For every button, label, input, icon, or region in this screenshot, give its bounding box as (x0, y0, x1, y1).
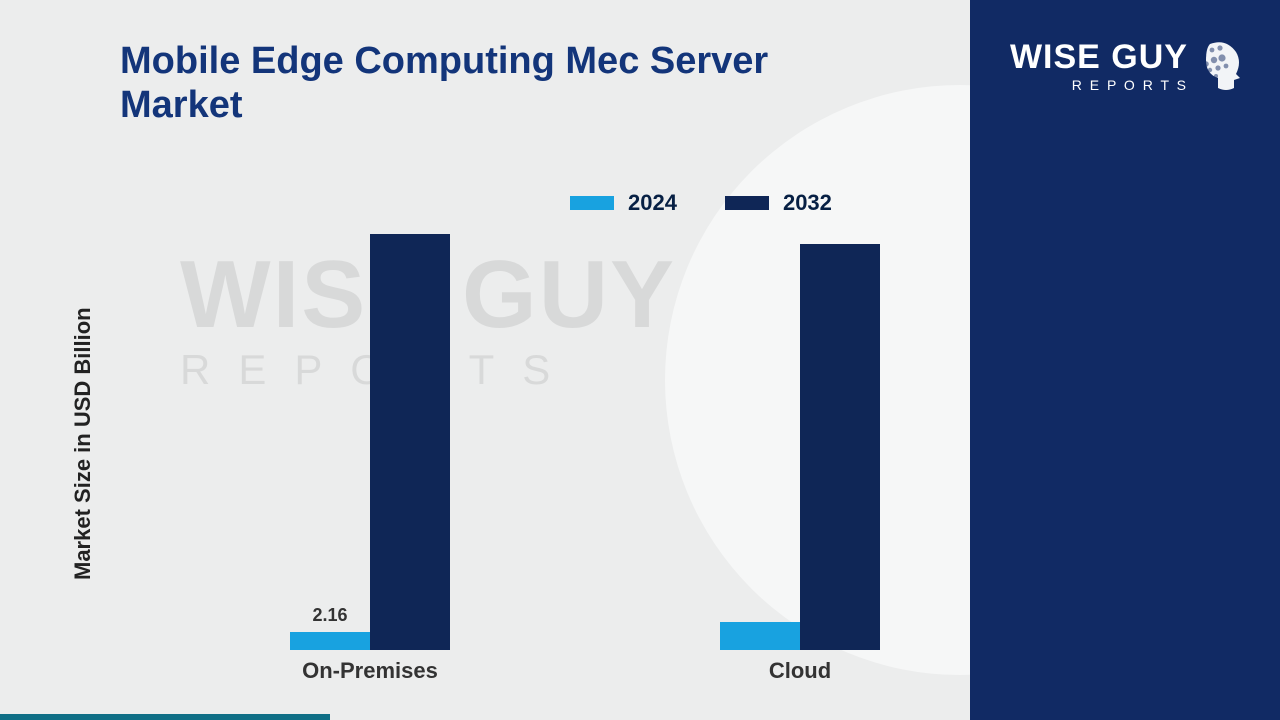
category-label: Cloud (769, 658, 831, 684)
legend-label: 2032 (783, 190, 832, 216)
legend-label: 2024 (628, 190, 677, 216)
legend-swatch (570, 196, 614, 210)
legend-item: 2024 (570, 190, 677, 216)
category-label: On-Premises (302, 658, 438, 684)
bar (720, 622, 800, 650)
y-axis-label: Market Size in USD Billion (70, 307, 96, 580)
bar (800, 244, 880, 650)
logo-text-line2: R E P O R T S (1010, 77, 1188, 93)
right-band (970, 0, 1280, 720)
bar (370, 234, 450, 650)
legend-swatch (725, 196, 769, 210)
bar (290, 632, 370, 650)
legend-item: 2032 (725, 190, 832, 216)
brand-logo: WISE GUYR E P O R T S (1010, 38, 1248, 99)
legend: 2024 2032 (570, 190, 832, 216)
bar-chart: 2.16 On-Premises Cloud (120, 230, 970, 690)
chart-title: Mobile Edge Computing Mec Server Market (120, 40, 880, 127)
bottom-accent-bar (0, 714, 330, 720)
brand-head-icon (1192, 38, 1248, 99)
bar-value-label: 2.16 (312, 605, 347, 626)
logo-text-line1: WISE GUY (1010, 38, 1188, 77)
